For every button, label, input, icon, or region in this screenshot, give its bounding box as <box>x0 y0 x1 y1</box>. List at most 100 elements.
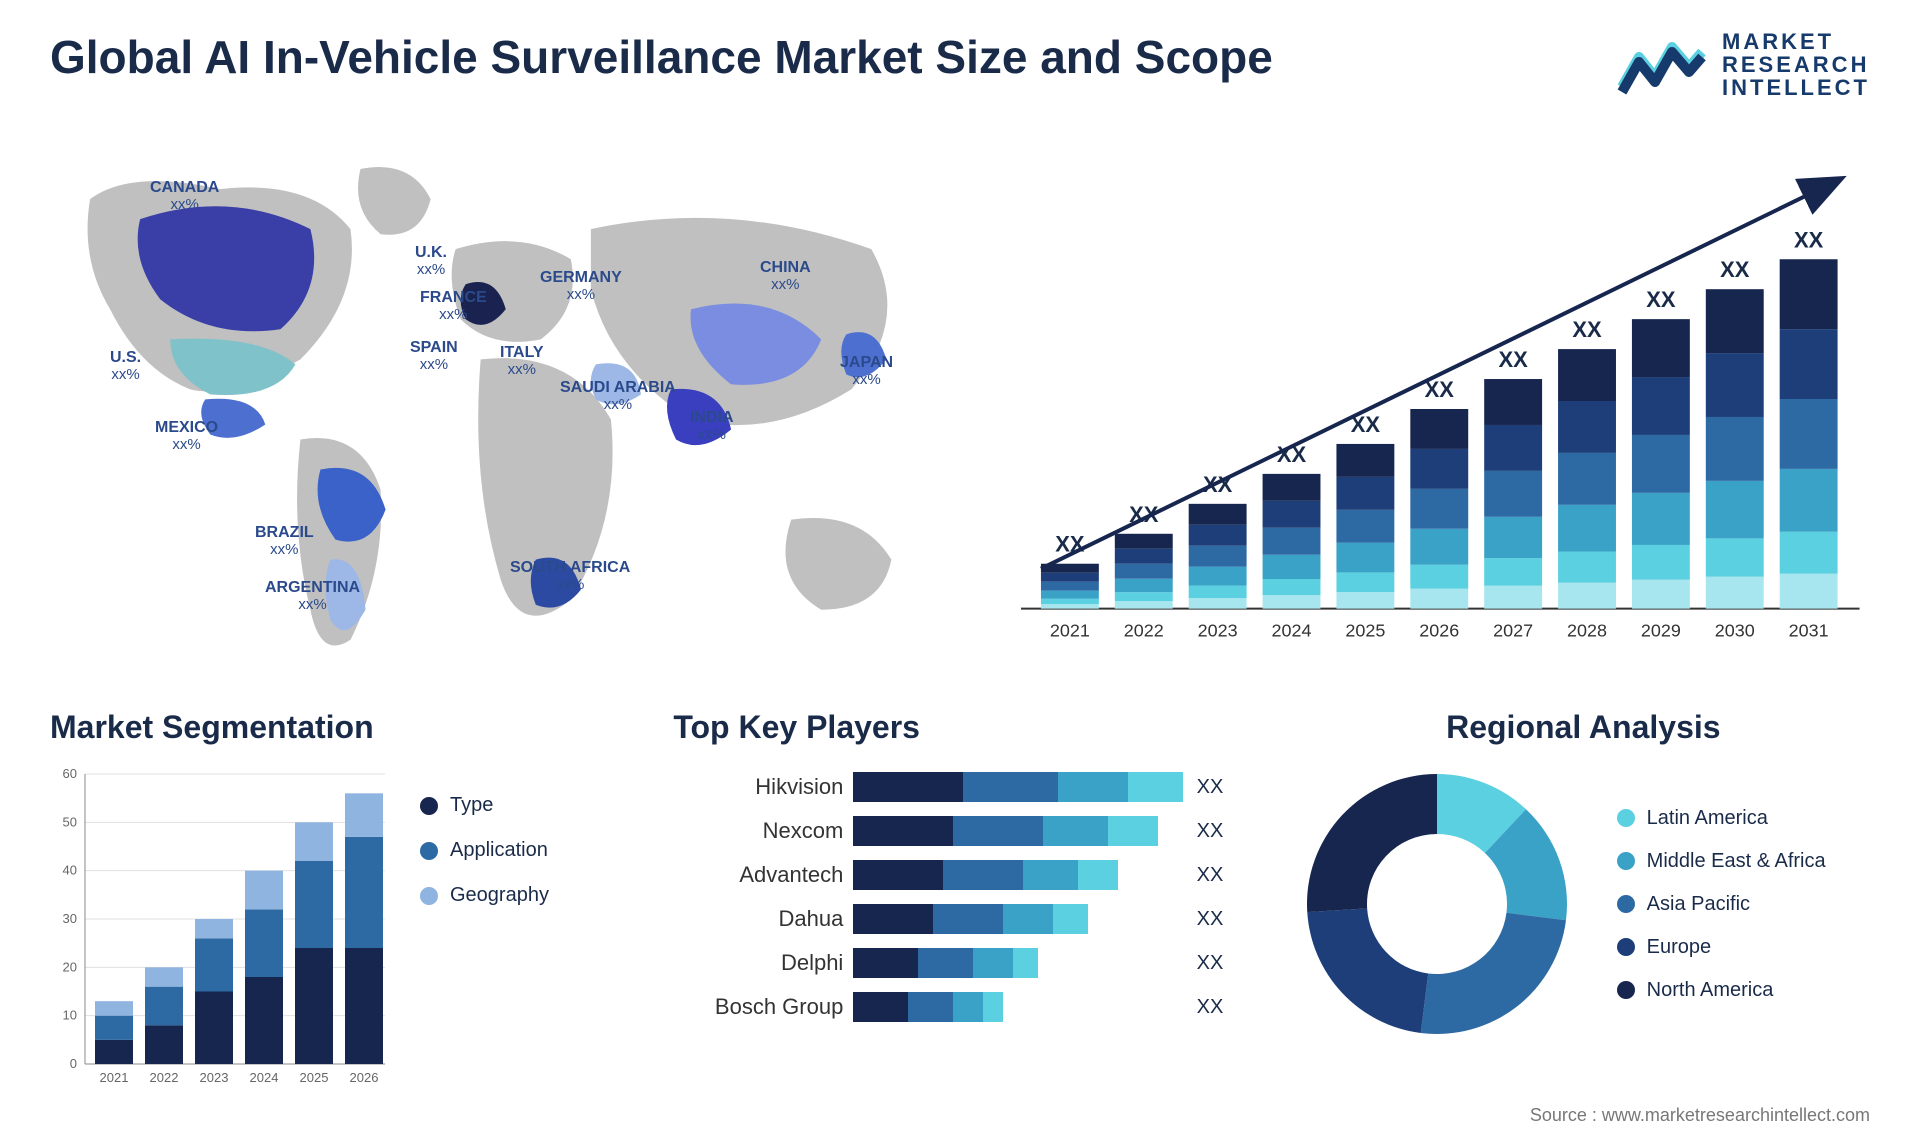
logo-line3: INTELLECT <box>1722 76 1870 99</box>
svg-text:10: 10 <box>63 1008 77 1023</box>
world-map: CANADAxx% U.S.xx% MEXICOxx% BRAZILxx% ARGENT… <box>50 139 951 669</box>
player-bar <box>853 816 1186 846</box>
svg-text:XX: XX <box>1721 257 1751 282</box>
map-label: U.S.xx% <box>110 349 141 383</box>
map-label: ARGENTINAxx% <box>265 579 360 613</box>
svg-text:XX: XX <box>1647 287 1677 312</box>
map-label: U.K.xx% <box>415 244 447 278</box>
svg-text:2030: 2030 <box>1715 621 1755 641</box>
legend-item: Geography <box>420 884 549 907</box>
map-label: JAPANxx% <box>840 354 893 388</box>
player-name: Nexcom <box>673 818 843 844</box>
svg-text:2025: 2025 <box>1346 621 1386 641</box>
player-value: XX <box>1197 996 1247 1019</box>
regional-donut <box>1297 764 1577 1044</box>
logo-text: MARKET RESEARCH INTELLECT <box>1722 30 1870 99</box>
svg-text:2024: 2024 <box>250 1070 279 1085</box>
player-bar <box>853 904 1186 934</box>
map-label: GERMANYxx% <box>540 269 622 303</box>
player-bar <box>853 948 1186 978</box>
legend-item: Type <box>420 794 549 817</box>
svg-text:2031: 2031 <box>1789 621 1829 641</box>
regional-title: Regional Analysis <box>1297 709 1870 746</box>
logo-icon <box>1617 32 1707 97</box>
player-row: Delphi XX <box>673 948 1246 978</box>
segmentation-chart: 0 10 20 30 40 50 60 2021 2022 2023 2024 2025 2026 <box>50 764 390 1094</box>
svg-text:2023: 2023 <box>1198 621 1238 641</box>
svg-text:50: 50 <box>63 815 77 830</box>
player-bar <box>853 992 1186 1022</box>
legend-item: Latin America <box>1617 807 1826 830</box>
map-label: SOUTH AFRICAxx% <box>510 559 630 593</box>
segmentation-legend: Type Application Geography <box>420 764 549 1094</box>
player-value: XX <box>1197 820 1247 843</box>
svg-text:60: 60 <box>63 766 77 781</box>
player-row: Bosch Group XX <box>673 992 1246 1022</box>
map-label: CANADAxx% <box>150 179 219 213</box>
svg-text:XX: XX <box>1573 317 1603 342</box>
player-bar <box>853 860 1186 890</box>
svg-text:2021: 2021 <box>1050 621 1090 641</box>
svg-text:40: 40 <box>63 863 77 878</box>
svg-text:2021: 2021 <box>100 1070 129 1085</box>
logo-line1: MARKET <box>1722 30 1870 53</box>
map-label: CHINAxx% <box>760 259 811 293</box>
svg-text:2027: 2027 <box>1494 621 1534 641</box>
svg-text:2026: 2026 <box>350 1070 379 1085</box>
map-label: INDIAxx% <box>690 409 734 443</box>
svg-text:2022: 2022 <box>1124 621 1164 641</box>
players-title: Top Key Players <box>673 709 1246 746</box>
player-name: Hikvision <box>673 774 843 800</box>
svg-text:2029: 2029 <box>1641 621 1681 641</box>
players-chart: HikvisionXXNexcomXXAdvantechXXDahuaXXDel… <box>673 764 1246 1022</box>
legend-item: Application <box>420 839 549 862</box>
map-label: ITALYxx% <box>500 344 544 378</box>
regional-legend: Latin America Middle East & Africa Asia Pa… <box>1617 807 1826 1002</box>
map-svg <box>50 139 951 670</box>
player-value: XX <box>1197 864 1247 887</box>
player-value: XX <box>1197 776 1247 799</box>
map-label: SPAINxx% <box>410 339 458 373</box>
player-value: XX <box>1197 952 1247 975</box>
bottom-section: Market Segmentation 0 10 20 30 40 50 60 2021 202… <box>50 709 1870 1094</box>
svg-text:2025: 2025 <box>300 1070 329 1085</box>
header: Global AI In-Vehicle Surveillance Market… <box>50 30 1870 99</box>
map-label: SAUDI ARABIAxx% <box>560 379 676 413</box>
svg-text:2028: 2028 <box>1568 621 1608 641</box>
logo-line2: RESEARCH <box>1722 53 1870 76</box>
player-value: XX <box>1197 908 1247 931</box>
segmentation-title: Market Segmentation <box>50 709 623 746</box>
player-name: Dahua <box>673 906 843 932</box>
source-text: Source : www.marketresearchintellect.com <box>1530 1105 1870 1126</box>
regional-panel: Regional Analysis Latin America Middle Ea… <box>1297 709 1870 1094</box>
player-row: Advantech XX <box>673 860 1246 890</box>
legend-item: Asia Pacific <box>1617 893 1826 916</box>
map-label: FRANCExx% <box>420 289 487 323</box>
svg-text:30: 30 <box>63 911 77 926</box>
map-label: MEXICOxx% <box>155 419 218 453</box>
growth-bar-chart: XX2021XX2022XX2023XX2024XX2025XX2026XX20… <box>1011 139 1870 669</box>
legend-item: Europe <box>1617 936 1826 959</box>
svg-text:2022: 2022 <box>150 1070 179 1085</box>
svg-text:2024: 2024 <box>1272 621 1312 641</box>
player-name: Delphi <box>673 950 843 976</box>
svg-text:XX: XX <box>1794 228 1824 253</box>
svg-text:2023: 2023 <box>200 1070 229 1085</box>
players-panel: Top Key Players HikvisionXXNexcomXXAdvan… <box>673 709 1246 1094</box>
player-name: Advantech <box>673 862 843 888</box>
svg-text:2026: 2026 <box>1420 621 1460 641</box>
player-row: Nexcom XX <box>673 816 1246 846</box>
top-section: CANADAxx% U.S.xx% MEXICOxx% BRAZILxx% ARGENT… <box>50 139 1870 669</box>
svg-text:20: 20 <box>63 960 77 975</box>
legend-item: Middle East & Africa <box>1617 850 1826 873</box>
legend-item: North America <box>1617 979 1826 1002</box>
svg-text:XX: XX <box>1499 347 1529 372</box>
player-row: Hikvision XX <box>673 772 1246 802</box>
logo: MARKET RESEARCH INTELLECT <box>1617 30 1870 99</box>
page-title: Global AI In-Vehicle Surveillance Market… <box>50 30 1273 84</box>
svg-text:0: 0 <box>70 1056 77 1071</box>
segmentation-panel: Market Segmentation 0 10 20 30 40 50 60 2021 202… <box>50 709 623 1094</box>
player-name: Bosch Group <box>673 994 843 1020</box>
player-bar <box>853 772 1186 802</box>
map-label: BRAZILxx% <box>255 524 314 558</box>
